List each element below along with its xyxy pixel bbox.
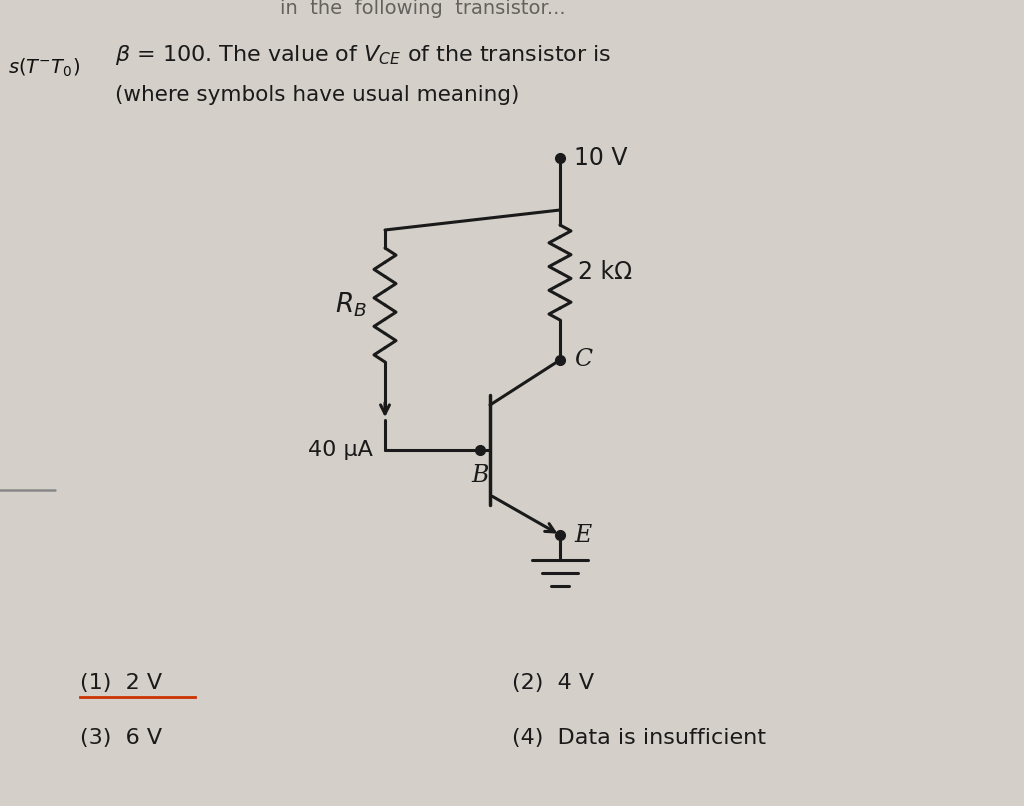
Text: (3)  6 V: (3) 6 V bbox=[80, 728, 162, 748]
Text: (4)  Data is insufficient: (4) Data is insufficient bbox=[512, 728, 766, 748]
Text: 2 kΩ: 2 kΩ bbox=[578, 260, 632, 284]
Text: $s(T^{-}T_0)$: $s(T^{-}T_0)$ bbox=[8, 57, 80, 79]
Text: B: B bbox=[471, 464, 488, 487]
Text: in  the  following  transistor...: in the following transistor... bbox=[280, 0, 565, 18]
Text: 10 V: 10 V bbox=[574, 146, 628, 170]
Text: E: E bbox=[574, 524, 591, 546]
Text: (where symbols have usual meaning): (where symbols have usual meaning) bbox=[115, 85, 519, 105]
Text: $R_B$: $R_B$ bbox=[335, 291, 367, 319]
Text: 40 μA: 40 μA bbox=[308, 440, 373, 460]
Text: $\beta$ = 100. The value of $V_{CE}$ of the transistor is: $\beta$ = 100. The value of $V_{CE}$ of … bbox=[115, 43, 611, 67]
Text: (2)  4 V: (2) 4 V bbox=[512, 673, 594, 693]
Text: C: C bbox=[574, 348, 592, 372]
Text: (1)  2 V: (1) 2 V bbox=[80, 673, 162, 693]
